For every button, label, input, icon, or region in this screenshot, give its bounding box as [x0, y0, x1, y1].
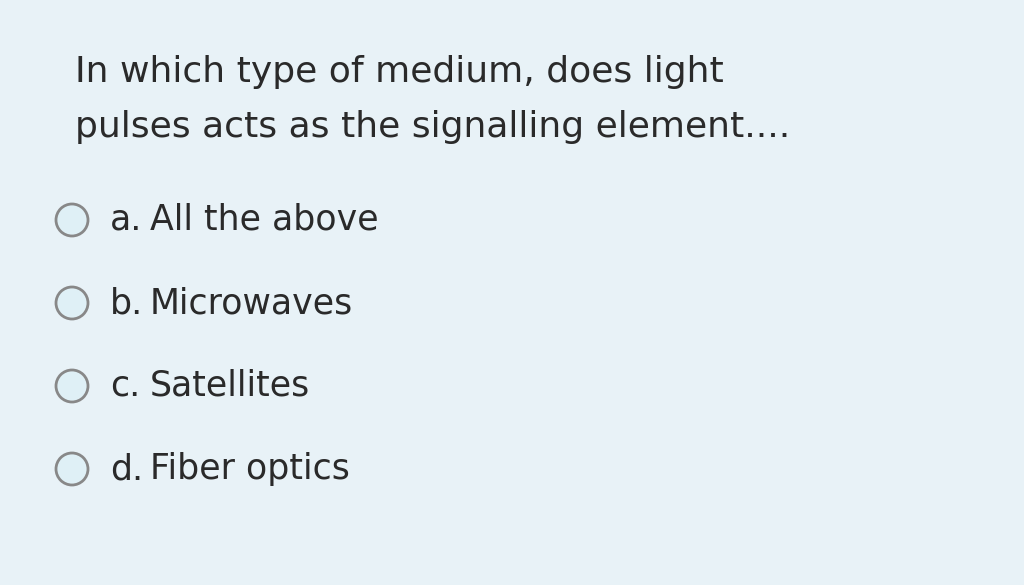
Text: Microwaves: Microwaves — [150, 286, 353, 320]
Text: d.: d. — [110, 452, 143, 486]
Text: b.: b. — [110, 286, 143, 320]
Text: Satellites: Satellites — [150, 369, 310, 403]
Text: c.: c. — [110, 369, 140, 403]
Ellipse shape — [56, 287, 88, 319]
Ellipse shape — [56, 204, 88, 236]
Text: pulses acts as the signalling element....: pulses acts as the signalling element...… — [75, 110, 791, 144]
Ellipse shape — [56, 370, 88, 402]
Text: All the above: All the above — [150, 203, 379, 237]
Text: In which type of medium, does light: In which type of medium, does light — [75, 55, 724, 89]
Ellipse shape — [56, 453, 88, 485]
Text: a.: a. — [110, 203, 142, 237]
Text: Fiber optics: Fiber optics — [150, 452, 350, 486]
